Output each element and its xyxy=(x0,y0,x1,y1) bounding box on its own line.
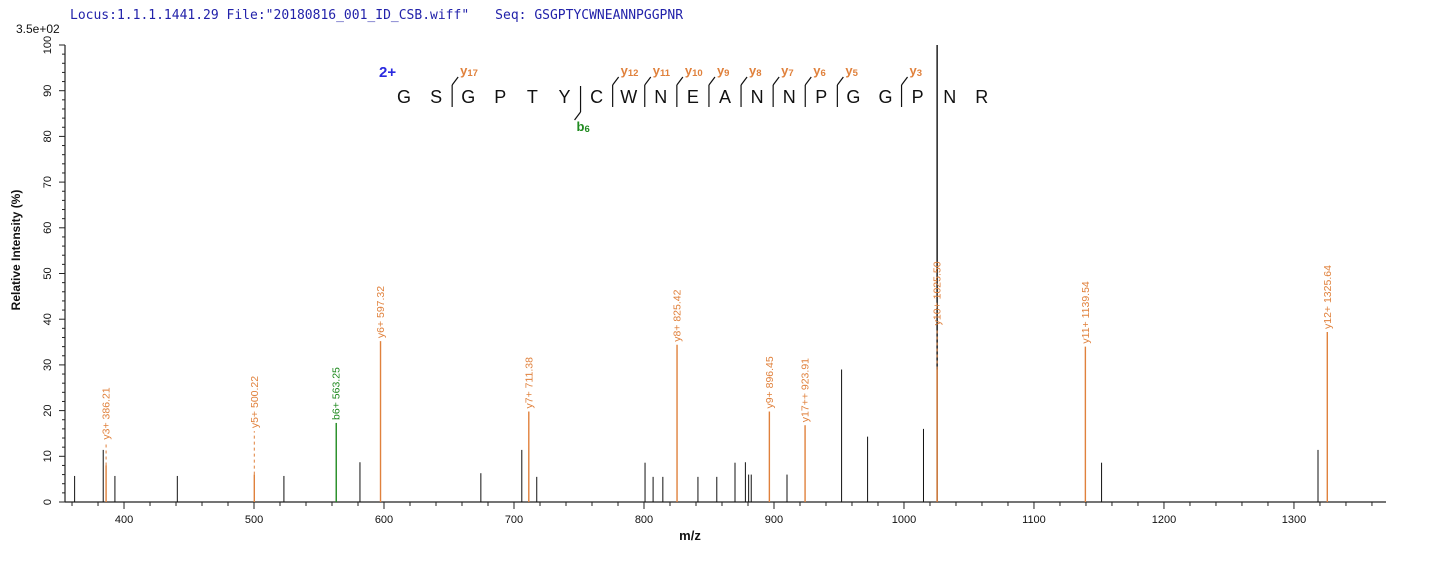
peak-label: y6+ 597.32 xyxy=(375,286,387,338)
peak-label: y12+ 1325.64 xyxy=(1322,265,1334,329)
y-tick-label: 90 xyxy=(42,85,54,97)
header-line: Locus:1.1.1.1441.29 File:"20180816_001_I… xyxy=(70,8,683,23)
sequence-residue: G xyxy=(397,87,411,107)
sequence-residue: W xyxy=(620,87,637,107)
x-tick-label: 900 xyxy=(765,514,783,526)
y-tick-label: 60 xyxy=(42,222,54,234)
sequence-residue: N xyxy=(943,87,956,107)
y-axis-title: Relative Intensity (%) xyxy=(9,190,23,311)
fragment-divider-tick xyxy=(804,76,812,86)
fragment-divider-tick xyxy=(740,76,748,86)
locus-file-label: Locus:1.1.1.1441.29 File:"20180816_001_I… xyxy=(70,8,470,23)
peak-label: y17++ 923.91 xyxy=(800,358,812,422)
x-tick-label: 1100 xyxy=(1022,514,1046,526)
seq-label: Seq: xyxy=(495,8,535,23)
y-tick-label: 50 xyxy=(42,267,54,279)
y-tick-label: 20 xyxy=(42,404,54,416)
x-tick-label: 600 xyxy=(375,514,393,526)
sequence-residue: E xyxy=(687,87,699,107)
sequence-residue: N xyxy=(751,87,764,107)
fragment-divider-tick xyxy=(836,76,844,86)
fragment-divider-tick xyxy=(901,76,909,86)
sequence-residue: R xyxy=(975,87,988,107)
max-intensity-label: 3.5e+02 xyxy=(16,22,60,36)
y-tick-label: 10 xyxy=(42,450,54,462)
fragment-divider-tick xyxy=(451,76,459,86)
fragment-divider-tick xyxy=(612,76,620,86)
y-ion-marker-label: y17 xyxy=(460,63,478,79)
x-tick-label: 700 xyxy=(505,514,523,526)
sequence-residue: C xyxy=(590,87,603,107)
y-tick-label: 0 xyxy=(42,499,54,505)
x-tick-label: 1300 xyxy=(1282,514,1306,526)
sequence-residue: A xyxy=(719,87,731,107)
x-tick-label: 1000 xyxy=(892,514,916,526)
peak-label: y10+ 1025.50 xyxy=(932,261,944,325)
seq-value: GSGPTYCWNEANNPGGPNR xyxy=(534,8,684,23)
y-ion-marker-label: y7 xyxy=(781,63,794,79)
y-ion-marker-label: y10 xyxy=(685,63,703,79)
y-ion-marker-label: y3 xyxy=(910,63,923,79)
sequence-residue: P xyxy=(815,87,827,107)
sequence-residue: S xyxy=(430,87,442,107)
fragment-divider-tick xyxy=(772,76,780,86)
b-ion-marker-label: b6 xyxy=(577,119,590,135)
fragment-divider-tick xyxy=(676,76,684,86)
y-ion-marker-label: y9 xyxy=(717,63,730,79)
peak-label: y7+ 711.38 xyxy=(523,357,535,409)
precursor-charge-label: 2+ xyxy=(379,64,396,81)
peak-label: y9+ 896.45 xyxy=(764,356,776,408)
fragment-divider-tick xyxy=(574,111,582,121)
sequence-residue: G xyxy=(461,87,475,107)
sequence-residue: N xyxy=(654,87,667,107)
y-ion-marker-label: y11 xyxy=(653,63,671,79)
sequence-residue: N xyxy=(783,87,796,107)
peak-label: y5+ 500.22 xyxy=(249,376,261,428)
x-tick-label: 1200 xyxy=(1152,514,1176,526)
sequence-residue: P xyxy=(494,87,506,107)
y-ion-marker-label: y5 xyxy=(845,63,858,79)
peak-label: y8+ 825.42 xyxy=(672,289,684,341)
sequence-residue: G xyxy=(878,87,892,107)
y-ion-marker-label: y12 xyxy=(621,63,639,79)
sequence-residue: G xyxy=(846,87,860,107)
sequence-residue: T xyxy=(527,87,538,107)
y-tick-label: 30 xyxy=(42,359,54,371)
peak-label: b6+ 563.25 xyxy=(331,367,343,420)
sequence-residue: P xyxy=(912,87,924,107)
x-tick-label: 500 xyxy=(245,514,263,526)
y-ion-marker-label: y6 xyxy=(813,63,826,79)
y-tick-label: 100 xyxy=(42,36,54,54)
x-axis-title: m/z xyxy=(679,528,701,543)
fragment-divider-tick xyxy=(708,76,716,86)
y-tick-label: 80 xyxy=(42,130,54,142)
y-tick-label: 70 xyxy=(42,176,54,188)
fragment-divider-tick xyxy=(644,76,652,86)
x-tick-label: 400 xyxy=(115,514,133,526)
peak-label: y3+ 386.21 xyxy=(101,387,113,439)
sequence-residue: Y xyxy=(558,87,570,107)
y-ion-marker-label: y8 xyxy=(749,63,762,79)
x-tick-label: 800 xyxy=(635,514,653,526)
y-tick-label: 40 xyxy=(42,313,54,325)
peak-label: y11+ 1139.54 xyxy=(1080,281,1092,344)
